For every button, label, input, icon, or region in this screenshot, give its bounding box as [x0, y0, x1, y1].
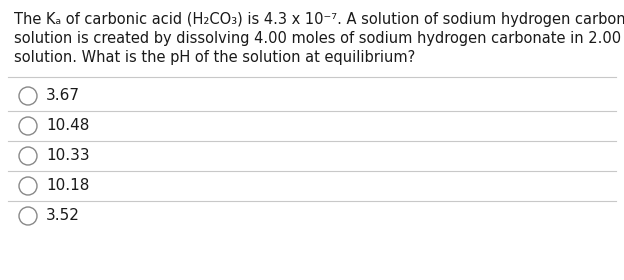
Text: 3.67: 3.67 — [46, 88, 80, 104]
Text: 3.52: 3.52 — [46, 209, 80, 223]
Text: 10.48: 10.48 — [46, 118, 89, 134]
Text: solution. What is the pH of the solution at equilibrium?: solution. What is the pH of the solution… — [14, 50, 415, 65]
Text: 10.18: 10.18 — [46, 179, 89, 193]
Text: 10.33: 10.33 — [46, 148, 90, 164]
Text: solution is created by dissolving 4.00 moles of sodium hydrogen carbonate in 2.0: solution is created by dissolving 4.00 m… — [14, 31, 624, 46]
Text: The Kₐ of carbonic acid (H₂CO₃) is 4.3 x 10⁻⁷. A solution of sodium hydrogen car: The Kₐ of carbonic acid (H₂CO₃) is 4.3 x… — [14, 12, 624, 27]
